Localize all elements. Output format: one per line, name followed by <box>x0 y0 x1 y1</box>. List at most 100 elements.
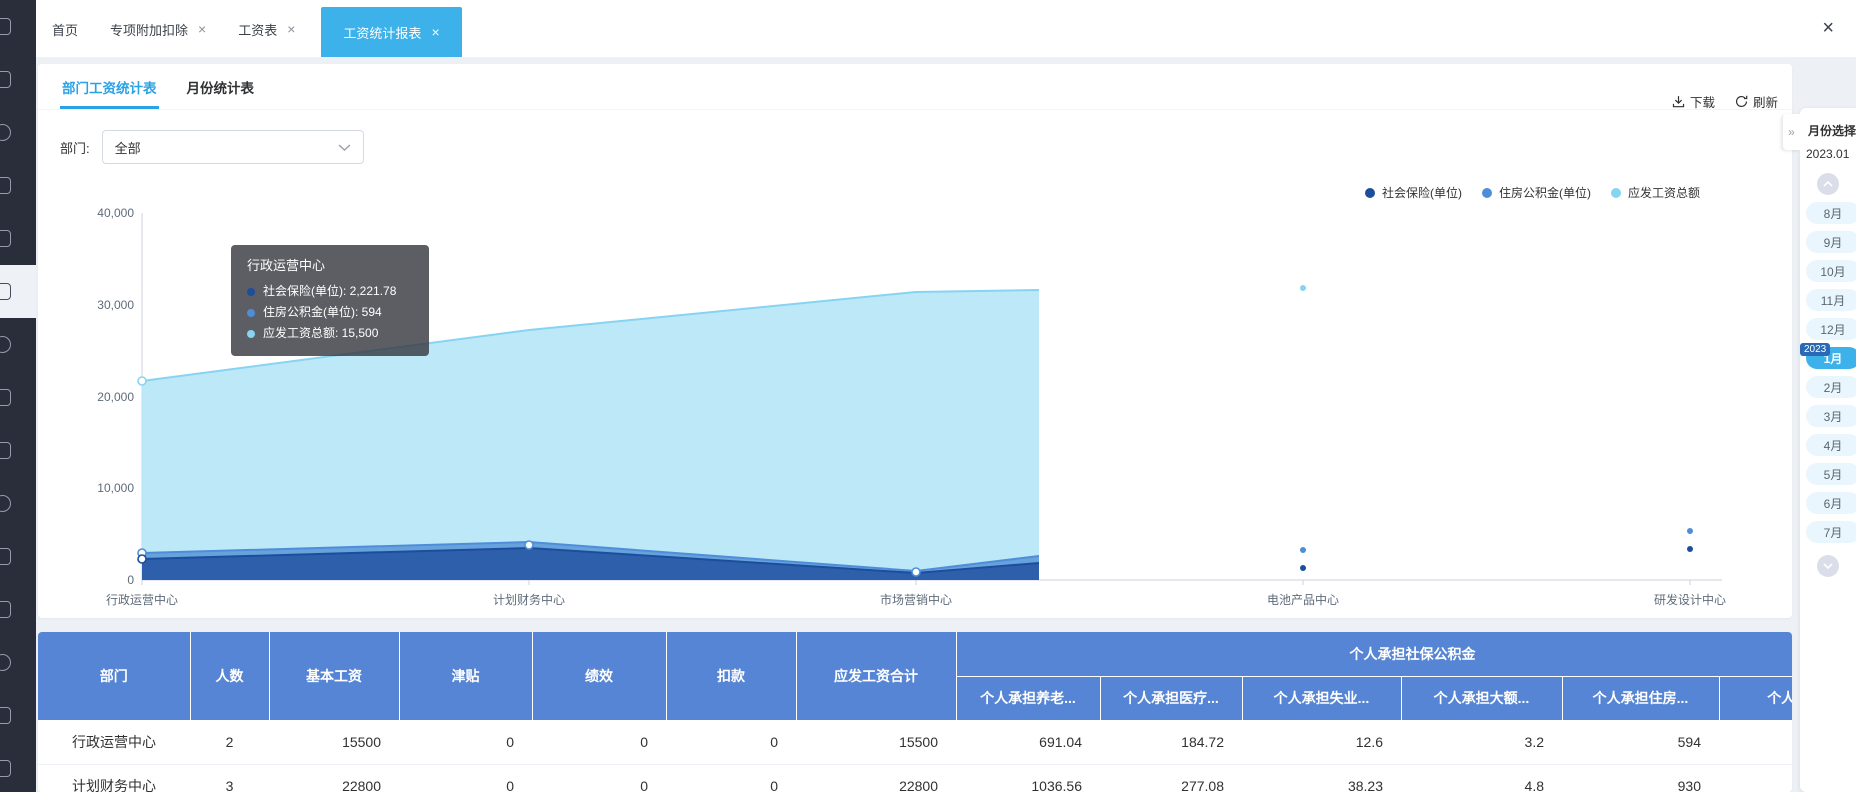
legend-item-social-insurance[interactable]: 社会保险(单位) <box>1364 184 1462 201</box>
legend-dot-icon <box>1364 187 1375 198</box>
salary-area-chart[interactable]: 40,000 30,000 20,000 10,000 0 行政运营 <box>38 64 1792 618</box>
col-header-deduction: 扣款 <box>666 632 797 721</box>
subtab-label: 部门工资统计表 <box>62 81 157 96</box>
data-point-dot[interactable] <box>1687 528 1693 534</box>
month-item[interactable]: 7月 <box>1806 521 1856 543</box>
sidebar-nav-item[interactable] <box>0 424 36 477</box>
nav-icon <box>0 495 11 512</box>
table-row[interactable]: 计划财务中心 3 22800 0 0 0 22800 1036.56 277.0… <box>38 764 1792 792</box>
tooltip-row: 应发工资总额: 15,500 <box>247 323 413 344</box>
tooltip-title: 行政运营中心 <box>247 258 326 273</box>
data-point-marker[interactable] <box>524 540 534 550</box>
subtab-month-stats[interactable]: 月份统计表 <box>185 64 257 109</box>
tooltip-text: 社会保险(单位): 2,221.78 <box>263 284 397 298</box>
scroll-up-button[interactable] <box>1817 173 1839 195</box>
x-category-label: 行政运营中心 <box>106 592 178 607</box>
report-subtabs: 部门工资统计表 月份统计表 <box>38 64 1792 110</box>
left-sidebar <box>0 0 36 792</box>
table-row[interactable]: 行政运营中心 2 15500 0 0 0 15500 691.04 184.72… <box>38 720 1792 765</box>
tab-home[interactable]: 首页 <box>36 1 94 57</box>
nav-icon <box>0 124 11 141</box>
cell-pension: 1036.56 <box>956 764 1100 792</box>
y-tick-label: 40,000 <box>97 206 134 220</box>
sidebar-nav-item[interactable] <box>0 583 36 636</box>
month-item[interactable]: 8月 <box>1806 202 1856 224</box>
series-area-social-insurance <box>142 548 1039 580</box>
sidebar-nav-item[interactable] <box>0 212 36 265</box>
sidebar-nav-item[interactable] <box>0 742 36 792</box>
sidebar-nav-item[interactable] <box>0 689 36 742</box>
legend-label: 应发工资总额 <box>1627 186 1700 200</box>
sidebar-nav-item[interactable] <box>0 53 36 106</box>
tab-close-icon[interactable]: × <box>287 21 296 37</box>
sidebar-nav-item[interactable] <box>0 371 36 424</box>
refresh-button[interactable]: 刷新 <box>1735 92 1778 111</box>
x-category-label: 电池产品中心 <box>1267 592 1339 607</box>
sidebar-nav-item[interactable] <box>0 159 36 212</box>
subtab-label: 月份统计表 <box>186 81 255 96</box>
data-point-dot[interactable] <box>1300 565 1306 571</box>
sidebar-nav-item-active[interactable] <box>0 265 36 318</box>
department-select[interactable]: 全部 <box>101 130 364 164</box>
month-item[interactable]: 5月 <box>1806 463 1856 485</box>
data-point-dot[interactable] <box>1687 546 1693 552</box>
month-item[interactable]: 4月 <box>1806 434 1856 456</box>
tab-label: 专项附加扣除 <box>110 22 189 38</box>
tab-label: 首页 <box>52 22 79 38</box>
col-header-department: 部门 <box>38 632 191 721</box>
sidebar-nav-item[interactable] <box>0 530 36 583</box>
download-button[interactable]: 下载 <box>1672 92 1715 111</box>
col-header-pension: 个人承担养老... <box>956 676 1101 721</box>
scroll-down-button[interactable] <box>1817 555 1839 577</box>
tab-salary-sheet[interactable]: 工资表 × <box>222 1 311 57</box>
data-point-marker[interactable] <box>137 376 147 386</box>
current-month-value: 2023.01 <box>1806 147 1850 161</box>
window-close-icon[interactable]: × <box>1822 17 1834 39</box>
tab-bar: 首页 专项附加扣除 × 工资表 × 工资统计报表 × × <box>36 0 1856 57</box>
legend-dot-icon <box>1610 187 1621 198</box>
month-item[interactable]: 6月 <box>1806 492 1856 514</box>
series-line-social-insurance <box>141 546 1040 575</box>
department-select-value: 全部 <box>114 140 141 156</box>
cell-housing: 930 <box>1562 764 1719 792</box>
month-item[interactable]: 11月 <box>1806 289 1856 311</box>
tab-close-icon[interactable]: × <box>198 21 207 37</box>
month-item[interactable]: 10月 <box>1806 260 1856 282</box>
tab-special-deduction[interactable]: 专项附加扣除 × <box>94 1 222 57</box>
sidebar-nav-item[interactable] <box>0 318 36 371</box>
data-point-marker[interactable] <box>137 554 147 564</box>
sidebar-nav-item[interactable] <box>0 0 36 53</box>
month-item[interactable]: 2月 <box>1806 376 1856 398</box>
data-point-dot[interactable] <box>1300 285 1306 291</box>
month-item[interactable]: 9月 <box>1806 231 1856 253</box>
subtab-department-salary[interactable]: 部门工资统计表 <box>60 64 159 109</box>
legend-label: 社会保险(单位) <box>1381 186 1462 200</box>
tab-salary-report-active[interactable]: 工资统计报表 × <box>321 7 462 57</box>
nav-icon <box>0 548 11 565</box>
sidebar-nav-item[interactable] <box>0 477 36 530</box>
cell-unemployment: 38.23 <box>1242 764 1401 792</box>
month-item[interactable]: 12月 <box>1806 318 1856 340</box>
refresh-icon <box>1736 95 1748 107</box>
cell-cutoff <box>1719 720 1792 765</box>
cell-performance: 0 <box>532 764 666 792</box>
col-header-total-payable: 应发工资合计 <box>796 632 957 721</box>
tab-close-icon[interactable]: × <box>431 24 440 40</box>
col-header-allowance: 津贴 <box>399 632 533 721</box>
legend-item-total-salary[interactable]: 应发工资总额 <box>1610 184 1700 201</box>
nav-icon <box>0 336 11 353</box>
month-item[interactable]: 3月 <box>1806 405 1856 427</box>
data-point-marker[interactable] <box>911 567 921 577</box>
tooltip-row: 住房公积金(单位): 594 <box>247 302 413 323</box>
cell-base-salary: 15500 <box>269 720 399 765</box>
sidebar-nav-item[interactable] <box>0 106 36 159</box>
legend-item-housing-fund[interactable]: 住房公积金(单位) <box>1481 184 1591 201</box>
sidebar-nav-item[interactable] <box>0 636 36 689</box>
col-header-performance: 绩效 <box>532 632 667 721</box>
cell-pension: 691.04 <box>956 720 1100 765</box>
col-header-cutoff: 个人承... <box>1719 676 1792 721</box>
cell-cutoff <box>1719 764 1792 792</box>
data-point-dot[interactable] <box>1300 547 1306 553</box>
collapse-panel-button[interactable]: » <box>1783 114 1800 150</box>
cell-large-amount: 3.2 <box>1401 720 1562 765</box>
